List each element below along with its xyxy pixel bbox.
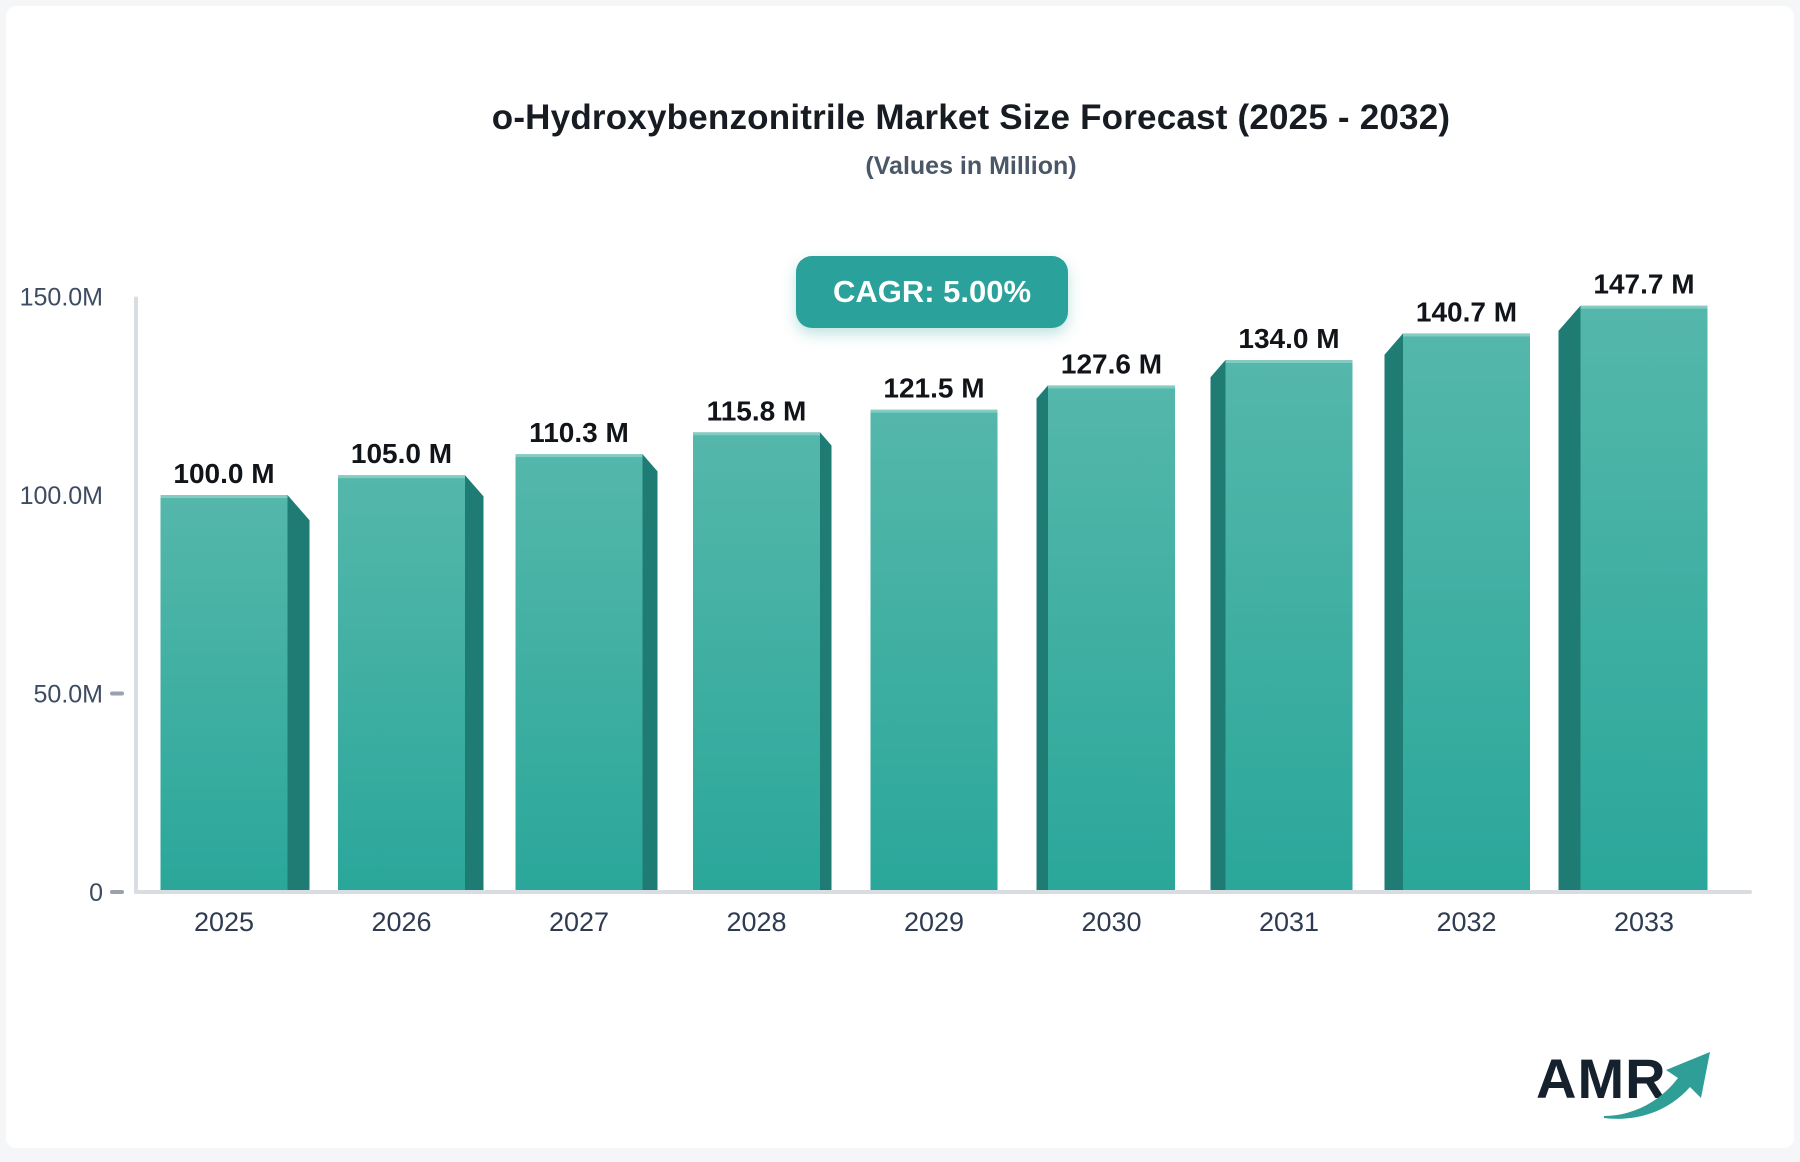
bar-front-face [1403, 333, 1530, 892]
bar-value-label: 115.8 M [707, 395, 807, 426]
bar-side-face [820, 432, 832, 892]
bar-value-label: 110.3 M [529, 417, 629, 448]
bar-front-face [1581, 306, 1708, 892]
bar-side-face [288, 495, 310, 892]
y-axis-line [134, 297, 138, 895]
y-axis-tick-label: 100.0M [20, 482, 103, 510]
bar-2033 [1559, 306, 1708, 892]
x-axis-tick-label: 2025 [194, 907, 254, 937]
bar-side-face [1559, 306, 1581, 892]
bar-top-highlight [161, 495, 288, 498]
bar-2032 [1385, 333, 1531, 892]
bar-value-label: 100.0 M [173, 458, 274, 489]
bar-top-highlight [1226, 360, 1353, 363]
bar-value-label: 105.0 M [351, 438, 452, 469]
bar-2031 [1211, 360, 1353, 892]
bar-front-face [693, 432, 820, 892]
x-axis-tick-label: 2030 [1081, 907, 1141, 937]
bar-side-face [1211, 360, 1226, 892]
bar-value-label: 140.7 M [1416, 296, 1517, 327]
bar-2025 [161, 495, 310, 892]
bar-front-face [161, 495, 288, 892]
bar-value-label: 121.5 M [883, 373, 984, 404]
bar-2026 [338, 475, 484, 892]
x-axis-tick-label: 2033 [1614, 907, 1674, 937]
bar-2030 [1037, 385, 1176, 892]
bar-side-face [643, 454, 658, 892]
bar-top-highlight [516, 454, 643, 457]
bar-front-face [871, 410, 998, 892]
bar-front-face [1226, 360, 1353, 892]
bar-top-highlight [871, 410, 998, 413]
x-axis-tick-label: 2029 [904, 907, 964, 937]
bar-value-label: 134.0 M [1238, 323, 1339, 354]
y-axis-tick-label: 0 [89, 879, 103, 907]
x-axis-tick-label: 2031 [1259, 907, 1319, 937]
bar-front-face [1048, 385, 1175, 892]
y-axis-tick-label: 150.0M [20, 284, 103, 312]
bar-value-label: 127.6 M [1061, 348, 1162, 379]
bar-top-highlight [693, 432, 820, 435]
bar-side-face [1037, 385, 1049, 892]
x-axis-tick-label: 2027 [549, 907, 609, 937]
x-axis-line [134, 890, 1752, 894]
y-axis-tick-dash [110, 890, 124, 894]
y-axis-tick-dash [110, 692, 124, 696]
x-axis-tick-label: 2028 [726, 907, 786, 937]
x-axis-tick-label: 2026 [371, 907, 431, 937]
bar-front-face [516, 454, 643, 892]
bar-side-face [1385, 333, 1404, 892]
bar-top-highlight [1403, 333, 1530, 336]
bar-2028 [693, 432, 832, 892]
y-axis-tick-label: 50.0M [34, 681, 103, 709]
amr-logo: AMR [1528, 1038, 1718, 1122]
bar-value-label: 147.7 M [1593, 269, 1694, 300]
x-axis-tick-label: 2032 [1436, 907, 1496, 937]
bar-side-face [465, 475, 484, 892]
bar-front-face [338, 475, 465, 892]
bar-2027 [516, 454, 658, 892]
bar-top-highlight [1581, 306, 1708, 309]
bar-2029 [871, 410, 998, 892]
amr-logo-arrow-icon [1600, 1038, 1720, 1122]
bar-top-highlight [338, 475, 465, 478]
bar-top-highlight [1048, 385, 1175, 388]
market-size-bar-chart: 100.0 M 2025 105.0 M 2026 110.3 M 2027 115.8 M… [6, 6, 1800, 1162]
chart-card: o-Hydroxybenzonitrile Market Size Foreca… [6, 6, 1794, 1148]
